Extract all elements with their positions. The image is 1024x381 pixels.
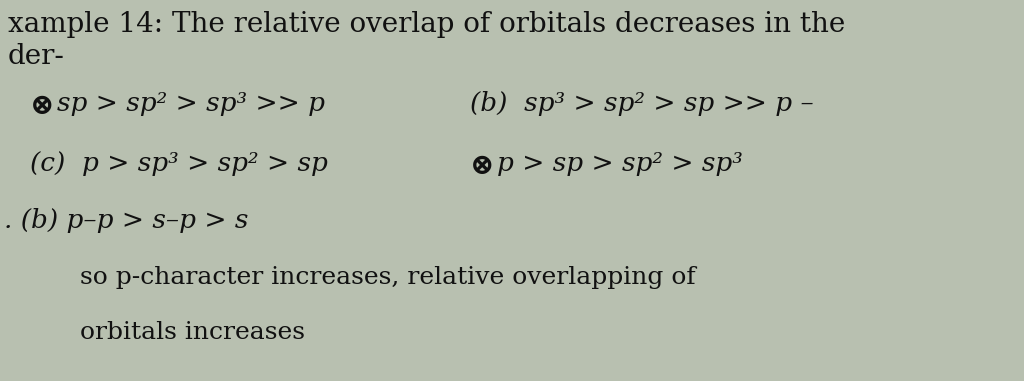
- Text: ⊗: ⊗: [470, 151, 495, 180]
- Text: (b)  sp³ > sp² > sp >> p –: (b) sp³ > sp² > sp >> p –: [470, 91, 814, 116]
- Text: ⊗: ⊗: [30, 91, 54, 120]
- Text: (c)  p > sp³ > sp² > sp: (c) p > sp³ > sp² > sp: [30, 151, 328, 176]
- Text: p > sp > sp² > sp³: p > sp > sp² > sp³: [497, 151, 742, 176]
- Text: der-: der-: [8, 43, 65, 70]
- Text: xample 14: The relative overlap of orbitals decreases in the: xample 14: The relative overlap of orbit…: [8, 11, 845, 38]
- Text: sp > sp² > sp³ >> p: sp > sp² > sp³ >> p: [57, 91, 325, 116]
- Text: orbitals increases: orbitals increases: [80, 321, 305, 344]
- Text: so p-character increases, relative overlapping of: so p-character increases, relative overl…: [80, 266, 695, 289]
- Text: . (b) p–p > s–p > s: . (b) p–p > s–p > s: [4, 208, 249, 233]
